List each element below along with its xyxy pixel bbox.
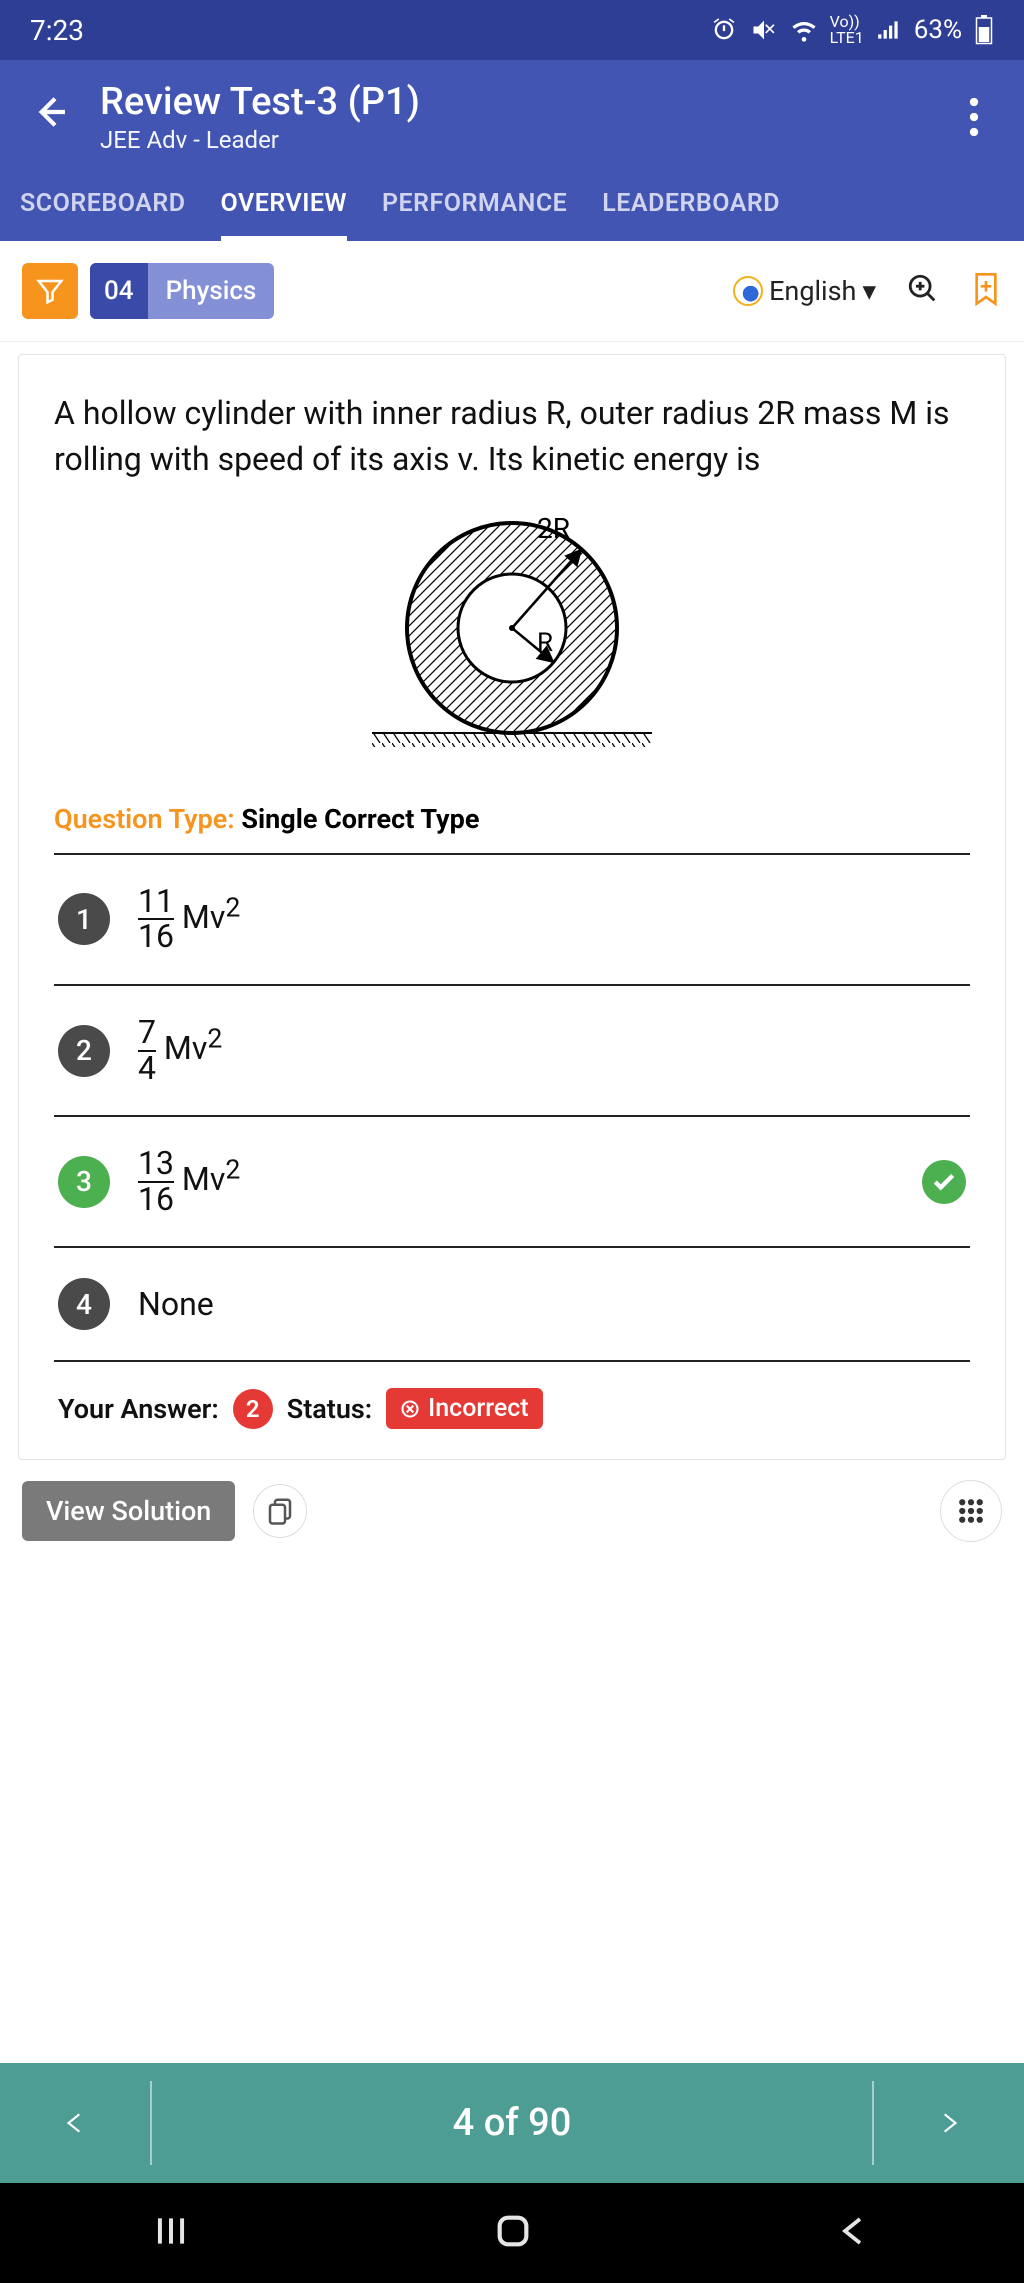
status-pill: Incorrect: [386, 1388, 542, 1429]
pager: 4 of 90: [0, 2063, 1024, 2183]
language-selector[interactable]: English ▾: [733, 275, 876, 307]
tab-bar: SCOREBOARD OVERVIEW PERFORMANCE LEADERBO…: [0, 164, 1024, 241]
question-card: A hollow cylinder with inner radius R, o…: [18, 354, 1006, 1460]
copy-icon: [265, 1496, 295, 1526]
network-label: Vo))LTE1: [830, 14, 864, 46]
tab-scoreboard[interactable]: SCOREBOARD: [20, 189, 186, 241]
option-4[interactable]: 4 None: [54, 1248, 970, 1362]
bookmark-button[interactable]: [970, 270, 1002, 312]
back-button[interactable]: [30, 92, 70, 143]
tab-overview[interactable]: OVERVIEW: [221, 189, 347, 241]
copy-button[interactable]: [253, 1484, 307, 1538]
globe-icon: [733, 276, 763, 306]
question-diagram: 2R R: [342, 503, 682, 763]
question-type-label: Question Type:: [54, 803, 235, 835]
zoom-in-icon: [906, 272, 940, 306]
alarm-icon: [710, 16, 738, 44]
option-text: 1116 Mv2: [138, 885, 240, 954]
zoom-button[interactable]: [906, 272, 940, 310]
subject-chip[interactable]: 04 Physics: [90, 263, 274, 319]
grid-button[interactable]: [940, 1480, 1002, 1542]
subject-number: 04: [90, 263, 148, 319]
wifi-icon: [790, 16, 818, 44]
option-number: 3: [58, 1156, 110, 1208]
battery-icon: [974, 15, 994, 45]
chevron-left-icon: [62, 2103, 88, 2143]
prev-page-button[interactable]: [0, 2081, 150, 2165]
option-2[interactable]: 2 74 Mv2: [54, 986, 970, 1117]
page-indicator[interactable]: 4 of 90: [150, 2081, 874, 2165]
option-text: None: [138, 1285, 214, 1323]
next-page-button[interactable]: [874, 2081, 1024, 2165]
funnel-icon: [35, 276, 65, 306]
filter-button[interactable]: [22, 263, 78, 319]
toolbar: 04 Physics English ▾: [0, 241, 1024, 342]
chevron-down-icon: ▾: [862, 275, 876, 307]
svg-text:R: R: [537, 628, 553, 658]
more-menu-button[interactable]: [954, 97, 994, 137]
bottom-actions: View Solution: [0, 1460, 1024, 1572]
signal-icon: [876, 17, 902, 43]
option-1[interactable]: 1 1116 Mv2: [54, 855, 970, 986]
your-answer-label: Your Answer:: [58, 1393, 219, 1425]
option-text: 1316 Mv2: [138, 1147, 240, 1216]
page-title: Review Test-3 (P1): [100, 80, 954, 124]
option-text: 74 Mv2: [138, 1016, 222, 1085]
option-number: 2: [58, 1025, 110, 1077]
language-label: English: [769, 275, 856, 307]
status-bar: 7:23 Vo))LTE1 63%: [0, 0, 1024, 60]
question-type: Question Type: Single Correct Type: [54, 803, 970, 835]
question-type-value: Single Correct Type: [241, 803, 479, 835]
status-label: Status:: [287, 1393, 372, 1425]
recents-button[interactable]: [152, 2212, 190, 2254]
battery-percent: 63%: [914, 15, 962, 45]
android-nav-bar: [0, 2183, 1024, 2283]
option-3[interactable]: 3 1316 Mv2: [54, 1117, 970, 1248]
home-button[interactable]: [493, 2211, 533, 2255]
grid-icon: [956, 1496, 986, 1526]
x-circle-icon: [400, 1399, 420, 1419]
app-bar: Review Test-3 (P1) JEE Adv - Leader: [0, 60, 1024, 164]
your-answer-value: 2: [233, 1389, 273, 1429]
status-icons: Vo))LTE1 63%: [710, 14, 994, 46]
answer-status-row: Your Answer: 2 Status: Incorrect: [54, 1362, 970, 1439]
subject-name: Physics: [148, 276, 275, 306]
option-number: 4: [58, 1278, 110, 1330]
page-subtitle: JEE Adv - Leader: [100, 126, 954, 154]
question-text: A hollow cylinder with inner radius R, o…: [54, 390, 970, 483]
bookmark-icon: [970, 270, 1002, 308]
titles: Review Test-3 (P1) JEE Adv - Leader: [100, 80, 954, 154]
back-nav-button[interactable]: [836, 2213, 872, 2253]
chevron-right-icon: [936, 2103, 962, 2143]
tab-performance[interactable]: PERFORMANCE: [382, 189, 567, 241]
view-solution-button[interactable]: View Solution: [22, 1481, 235, 1541]
mute-icon: [750, 16, 778, 44]
clock: 7:23: [30, 14, 84, 47]
tab-leaderboard[interactable]: LEADERBOARD: [602, 189, 780, 241]
svg-text:2R: 2R: [537, 512, 570, 545]
correct-check-icon: [922, 1160, 966, 1204]
option-number: 1: [58, 893, 110, 945]
